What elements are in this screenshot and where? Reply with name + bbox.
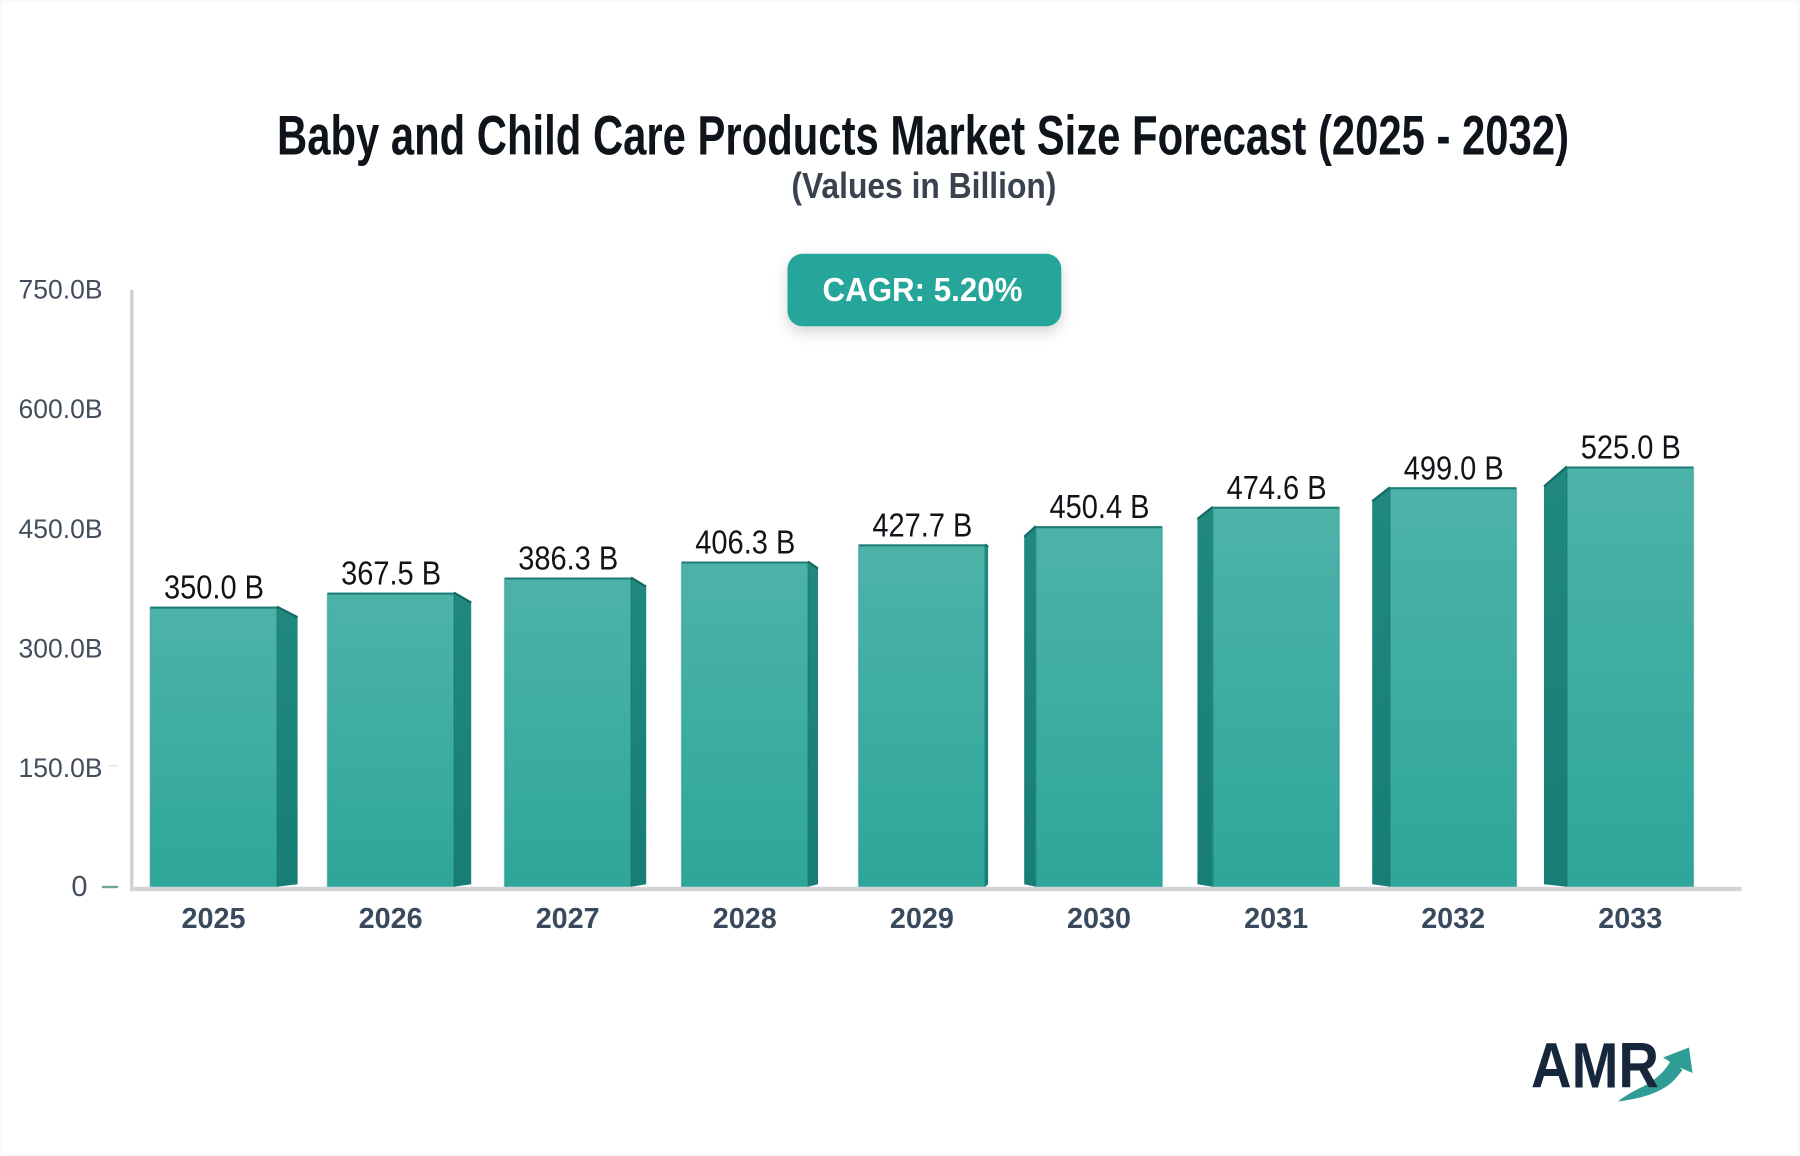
- svg-text:2025: 2025: [182, 903, 246, 935]
- svg-text:2033: 2033: [1598, 903, 1662, 935]
- svg-text:0: 0: [71, 871, 87, 903]
- svg-text:499.0 B: 499.0 B: [1404, 449, 1504, 486]
- svg-text:600.0B: 600.0B: [19, 394, 103, 424]
- svg-text:386.3 B: 386.3 B: [518, 540, 618, 577]
- svg-text:350.0 B: 350.0 B: [164, 569, 264, 606]
- svg-text:525.0 B: 525.0 B: [1581, 429, 1681, 466]
- svg-text:2029: 2029: [890, 903, 954, 935]
- svg-text:CAGR: 5.20%: CAGR: 5.20%: [823, 271, 1023, 308]
- svg-text:Baby and Child Care Products M: Baby and Child Care Products Market Size…: [277, 104, 1569, 167]
- svg-text:2028: 2028: [713, 903, 777, 935]
- svg-text:2032: 2032: [1421, 903, 1485, 935]
- svg-text:2031: 2031: [1244, 903, 1308, 935]
- svg-text:406.3 B: 406.3 B: [695, 524, 795, 561]
- svg-text:450.0B: 450.0B: [19, 514, 103, 544]
- svg-text:750.0B: 750.0B: [19, 275, 103, 305]
- svg-text:2027: 2027: [536, 903, 600, 935]
- svg-text:474.6 B: 474.6 B: [1227, 469, 1327, 506]
- svg-text:427.7 B: 427.7 B: [872, 506, 972, 543]
- svg-text:367.5 B: 367.5 B: [341, 555, 441, 592]
- svg-text:150.0B: 150.0B: [19, 753, 103, 783]
- svg-text:300.0B: 300.0B: [19, 634, 103, 664]
- svg-text:2026: 2026: [359, 903, 423, 935]
- svg-text:(Values in Billion): (Values in Billion): [791, 165, 1056, 206]
- svg-text:2030: 2030: [1067, 903, 1131, 935]
- svg-text:450.4 B: 450.4 B: [1050, 488, 1150, 525]
- svg-text:AMR: AMR: [1531, 1030, 1659, 1102]
